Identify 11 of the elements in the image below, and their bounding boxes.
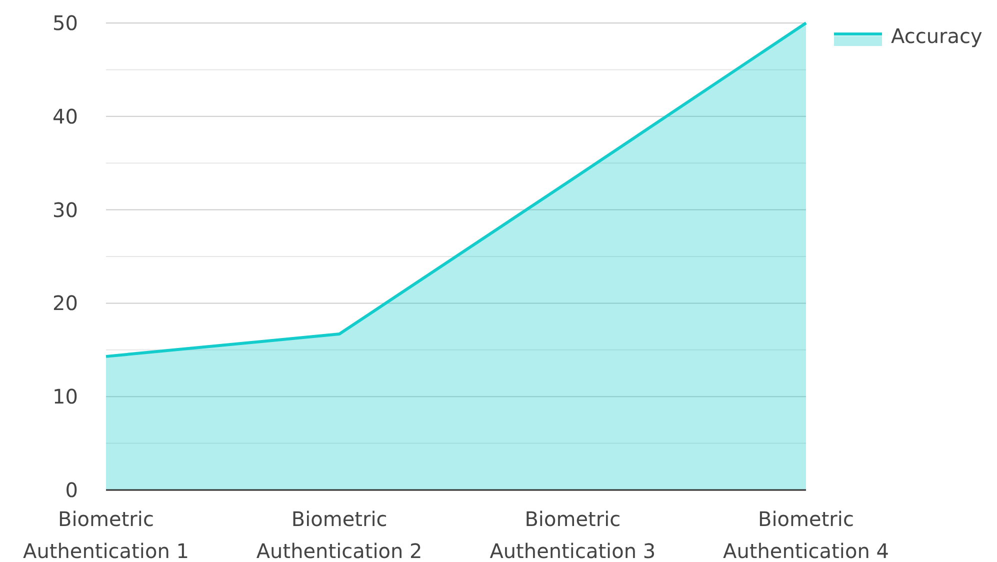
y-tick-label: 0: [65, 478, 78, 502]
y-tick-label: 10: [52, 384, 78, 409]
y-tick-label: 50: [52, 11, 78, 35]
x-tick-label: Biometric Authentication 4: [723, 507, 889, 562]
y-tick-label: 20: [52, 291, 78, 316]
legend-label: Accuracy: [891, 24, 982, 48]
x-tick-label: Biometric Authentication 2: [256, 507, 422, 562]
x-tick-label: Biometric Authentication 1: [23, 507, 189, 562]
y-tick-label: 30: [52, 198, 78, 222]
y-tick-label: 40: [52, 104, 78, 128]
x-tick-label: Biometric Authentication 3: [490, 507, 656, 562]
